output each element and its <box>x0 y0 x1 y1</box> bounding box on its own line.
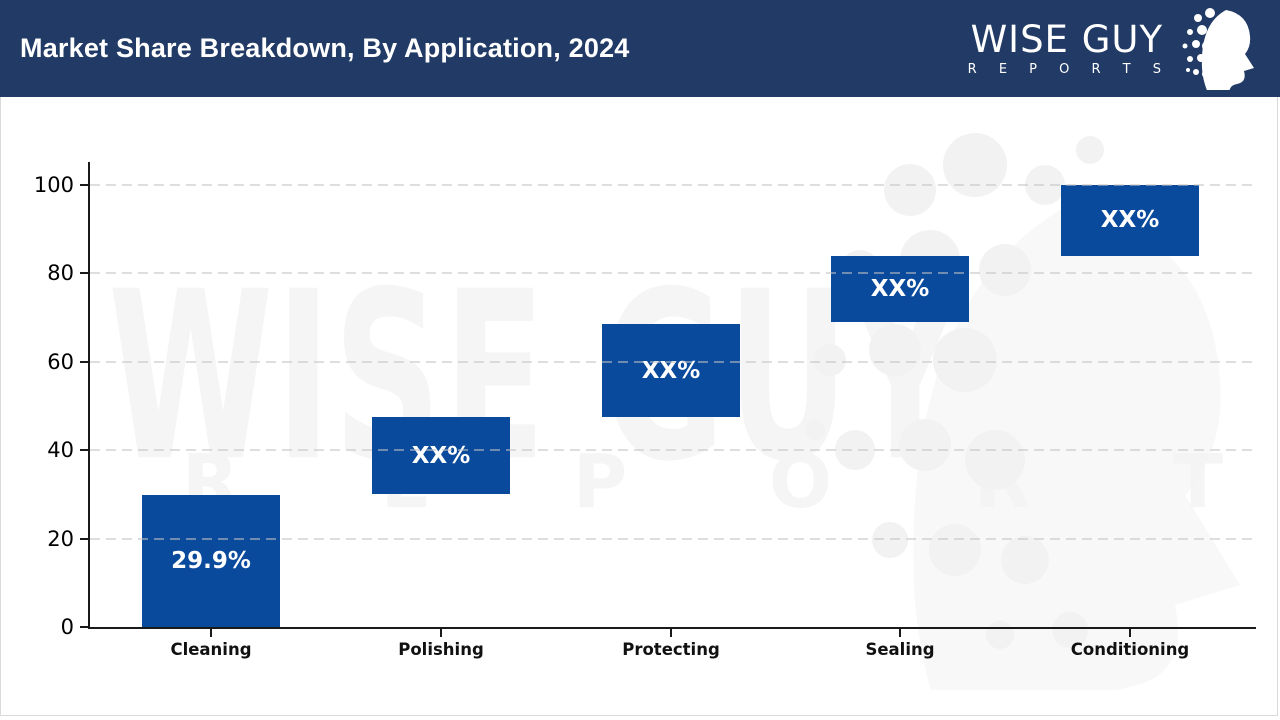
x-axis-line <box>88 627 1256 629</box>
y-tick-label: 60 <box>47 349 74 374</box>
x-category-label: Sealing <box>865 640 935 659</box>
bar-value-label: XX% <box>411 442 471 469</box>
y-tick-mark <box>80 537 88 540</box>
y-tick-label: 80 <box>47 261 74 286</box>
y-tick-mark <box>80 184 88 186</box>
bar-sealing: XX% <box>831 255 969 323</box>
gridline-y40 <box>90 449 1256 452</box>
bar-value-label: XX% <box>870 275 930 302</box>
x-tick-mark <box>1129 629 1131 637</box>
x-tick-mark <box>440 629 442 637</box>
bar-protecting: XX% <box>602 324 740 418</box>
bar-cleaning: 29.9% <box>142 494 280 627</box>
x-tick-mark <box>670 629 672 637</box>
x-category-label: Conditioning <box>1070 640 1190 659</box>
brand-name: WISE GUY <box>970 18 1164 61</box>
brand-logo-text: WISE GUY R E P O R T S <box>964 21 1170 76</box>
gridline-y100 <box>90 184 1256 186</box>
header-bar: Market Share Breakdown, By Application, … <box>0 0 1280 103</box>
gridline-y80 <box>90 272 1256 275</box>
y-tick-mark <box>80 626 88 628</box>
y-tick-label: 0 <box>60 615 74 639</box>
x-category-label: Protecting <box>622 640 720 659</box>
y-tick-label: 20 <box>47 526 74 551</box>
gridline-y60 <box>90 360 1256 363</box>
bar-polishing: XX% <box>372 417 510 495</box>
x-category-label: Polishing <box>398 640 484 659</box>
bar-value-label: XX% <box>1100 207 1160 234</box>
y-tick-mark <box>80 272 88 275</box>
y-tick-mark <box>80 449 88 452</box>
dotted-head-profile-icon <box>1176 4 1262 103</box>
y-tick-mark <box>80 360 88 363</box>
y-tick-label: 40 <box>47 438 74 463</box>
chart-title: Market Share Breakdown, By Application, … <box>20 33 630 63</box>
y-tick-label: 100 <box>33 173 74 197</box>
bar-value-label: 29.9% <box>171 547 251 574</box>
x-tick-mark <box>210 629 212 637</box>
brand-logo: WISE GUY R E P O R T S <box>964 0 1262 103</box>
x-tick-mark <box>899 629 901 637</box>
gridline-y20 <box>90 537 1256 540</box>
y-axis-line <box>88 162 90 629</box>
x-category-label: Cleaning <box>170 640 252 659</box>
bar-conditioning: XX% <box>1061 185 1199 256</box>
brand-subname: R E P O R T S <box>967 62 1170 77</box>
